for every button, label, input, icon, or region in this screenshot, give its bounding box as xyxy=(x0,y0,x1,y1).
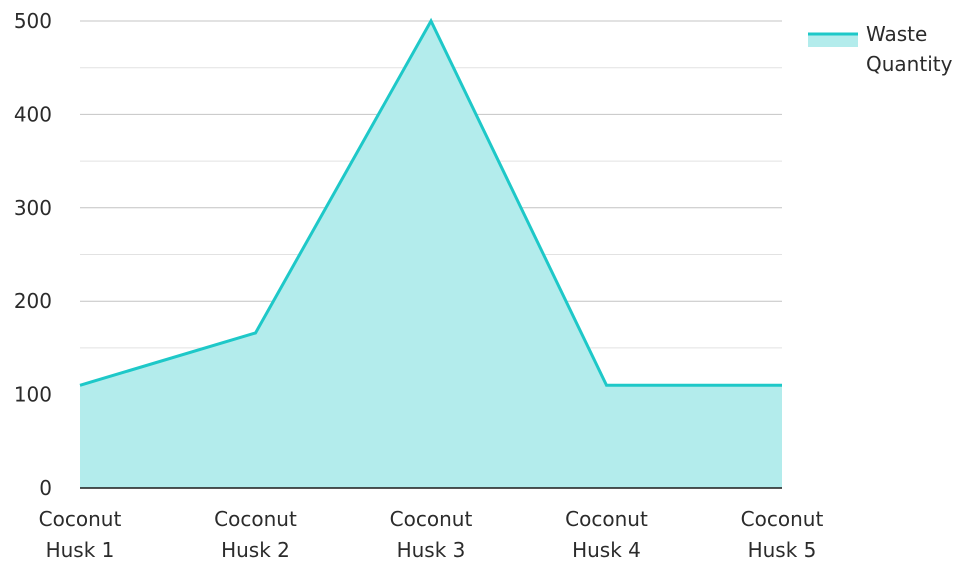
y-tick-label: 200 xyxy=(14,289,52,313)
x-tick-label: Coconut Husk 2 xyxy=(214,507,297,560)
legend-swatch-fill[interactable] xyxy=(808,34,858,47)
x-tick-label-line: Coconut xyxy=(565,507,648,531)
legend[interactable]: Waste Quantity xyxy=(808,22,953,76)
legend-label-line: Waste xyxy=(866,22,927,46)
x-tick-label-line: Coconut xyxy=(214,507,297,531)
x-tick-label: Coconut Husk 5 xyxy=(741,507,824,560)
x-tick-label-line: Husk 5 xyxy=(748,538,817,560)
y-tick-label: 400 xyxy=(14,102,52,126)
series-area-layer xyxy=(79,17,782,488)
x-tick-label: Coconut Husk 1 xyxy=(39,507,122,560)
series-area-fill xyxy=(80,21,782,488)
y-tick-label: 300 xyxy=(14,196,52,220)
y-tick-label: 100 xyxy=(14,383,52,407)
x-tick-label: Coconut Husk 3 xyxy=(390,507,473,560)
legend-label-line: Quantity xyxy=(866,52,953,76)
x-tick-label-line: Husk 2 xyxy=(221,538,290,560)
x-tick-label-line: Husk 4 xyxy=(572,538,641,560)
legend-label[interactable]: Waste Quantity xyxy=(866,22,953,76)
x-tick-label-line: Coconut xyxy=(39,507,122,531)
x-tick-label: Coconut Husk 4 xyxy=(565,507,648,560)
x-tick-label-line: Coconut xyxy=(390,507,473,531)
y-tick-label: 0 xyxy=(39,476,52,500)
y-tick-label: 500 xyxy=(14,9,52,33)
y-tick-labels: 0 100 200 300 400 500 xyxy=(14,9,52,500)
series-line xyxy=(79,17,782,387)
x-tick-label-line: Coconut xyxy=(741,507,824,531)
x-tick-label-line: Husk 3 xyxy=(397,538,466,560)
x-tick-label-line: Husk 1 xyxy=(46,538,115,560)
